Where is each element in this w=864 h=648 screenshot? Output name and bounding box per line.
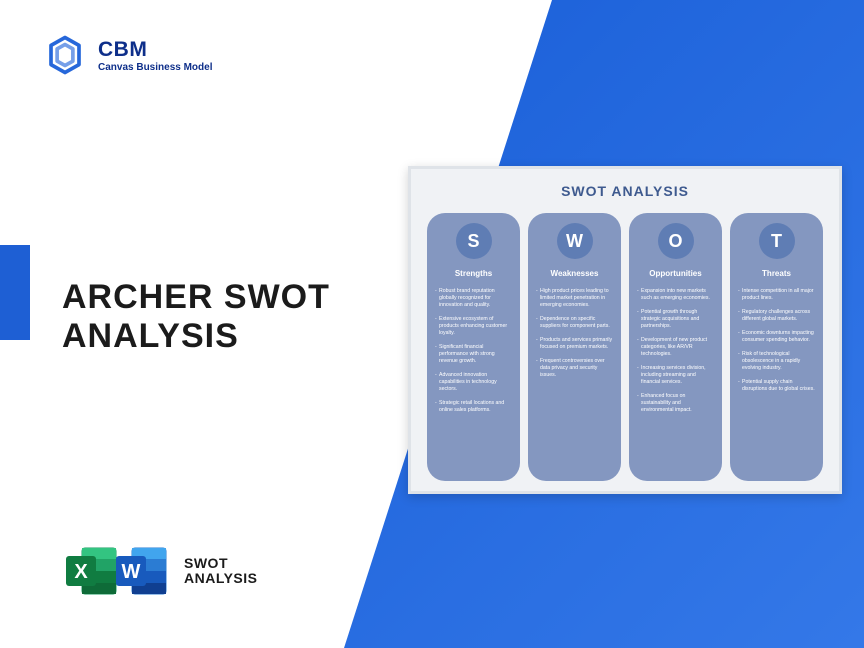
logo-area: CBM Canvas Business Model: [44, 34, 212, 76]
page-title: ARCHER SWOT ANALYSIS: [62, 278, 330, 356]
swot-list: Expansion into new markets such as emerg…: [637, 288, 714, 421]
swot-badge: T: [759, 223, 795, 259]
logo-title: CBM: [98, 38, 212, 62]
swot-heading: Strengths: [455, 269, 492, 278]
swot-column-t: T Threats Intense competition in all major…: [730, 213, 823, 481]
swot-item: Dependence on specific suppliers for com…: [536, 316, 613, 330]
logo-subtitle: Canvas Business Model: [98, 62, 212, 73]
swot-item: Strategic retail locations and online sa…: [435, 400, 512, 414]
swot-column-w: W Weaknesses High product prices leading t…: [528, 213, 621, 481]
files-label-line-2: ANALYSIS: [184, 571, 258, 586]
swot-card: SWOT ANALYSIS S Strengths Robust brand rep…: [408, 166, 842, 494]
swot-badge: W: [557, 223, 593, 259]
word-icon: W: [112, 542, 170, 600]
files-label: SWOT ANALYSIS: [184, 556, 258, 587]
swot-badge: S: [456, 223, 492, 259]
swot-item: Potential growth through strategic acqui…: [637, 309, 714, 330]
swot-item: Robust brand reputation globally recogni…: [435, 288, 512, 309]
swot-item: Significant financial performance with s…: [435, 344, 512, 365]
swot-list: Intense competition in all major product…: [738, 288, 815, 400]
swot-item: Products and services primarily focused …: [536, 337, 613, 351]
swot-item: Frequent controversies over data privacy…: [536, 358, 613, 379]
svg-text:W: W: [122, 561, 141, 583]
swot-item: High product prices leading to limited m…: [536, 288, 613, 309]
swot-badge: O: [658, 223, 694, 259]
swot-column-s: S Strengths Robust brand reputation global…: [427, 213, 520, 481]
swot-item: Increasing services division, including …: [637, 365, 714, 386]
swot-item: Economic downturns impacting consumer sp…: [738, 330, 815, 344]
swot-heading: Weaknesses: [551, 269, 599, 278]
swot-title: SWOT ANALYSIS: [427, 183, 823, 199]
blue-side-tab: [0, 245, 30, 340]
swot-item: Advanced innovation capabilities in tech…: [435, 372, 512, 393]
swot-item: Regulatory challenges across different g…: [738, 309, 815, 323]
swot-item: Development of new product categories, l…: [637, 337, 714, 358]
swot-list: High product prices leading to limited m…: [536, 288, 613, 386]
swot-columns: S Strengths Robust brand reputation global…: [427, 213, 823, 481]
title-line-2: ANALYSIS: [62, 317, 330, 356]
swot-heading: Opportunities: [649, 269, 701, 278]
cbm-logo-icon: [44, 34, 86, 76]
swot-list: Robust brand reputation globally recogni…: [435, 288, 512, 421]
swot-heading: Threats: [762, 269, 791, 278]
swot-item: Extensive ecosystem of products enhancin…: [435, 316, 512, 337]
swot-item: Expansion into new markets such as emerg…: [637, 288, 714, 302]
swot-item: Potential supply chain disruptions due t…: [738, 379, 815, 393]
swot-item: Intense competition in all major product…: [738, 288, 815, 302]
title-line-1: ARCHER SWOT: [62, 278, 330, 317]
swot-column-o: O Opportunities Expansion into new markets…: [629, 213, 722, 481]
swot-item: Enhanced focus on sustainability and env…: [637, 393, 714, 414]
files-label-line-1: SWOT: [184, 556, 258, 571]
swot-item: Risk of technological obsolescence in a …: [738, 351, 815, 372]
svg-text:X: X: [74, 561, 88, 583]
file-icons: X W SWOT ANALYSIS: [62, 542, 258, 600]
